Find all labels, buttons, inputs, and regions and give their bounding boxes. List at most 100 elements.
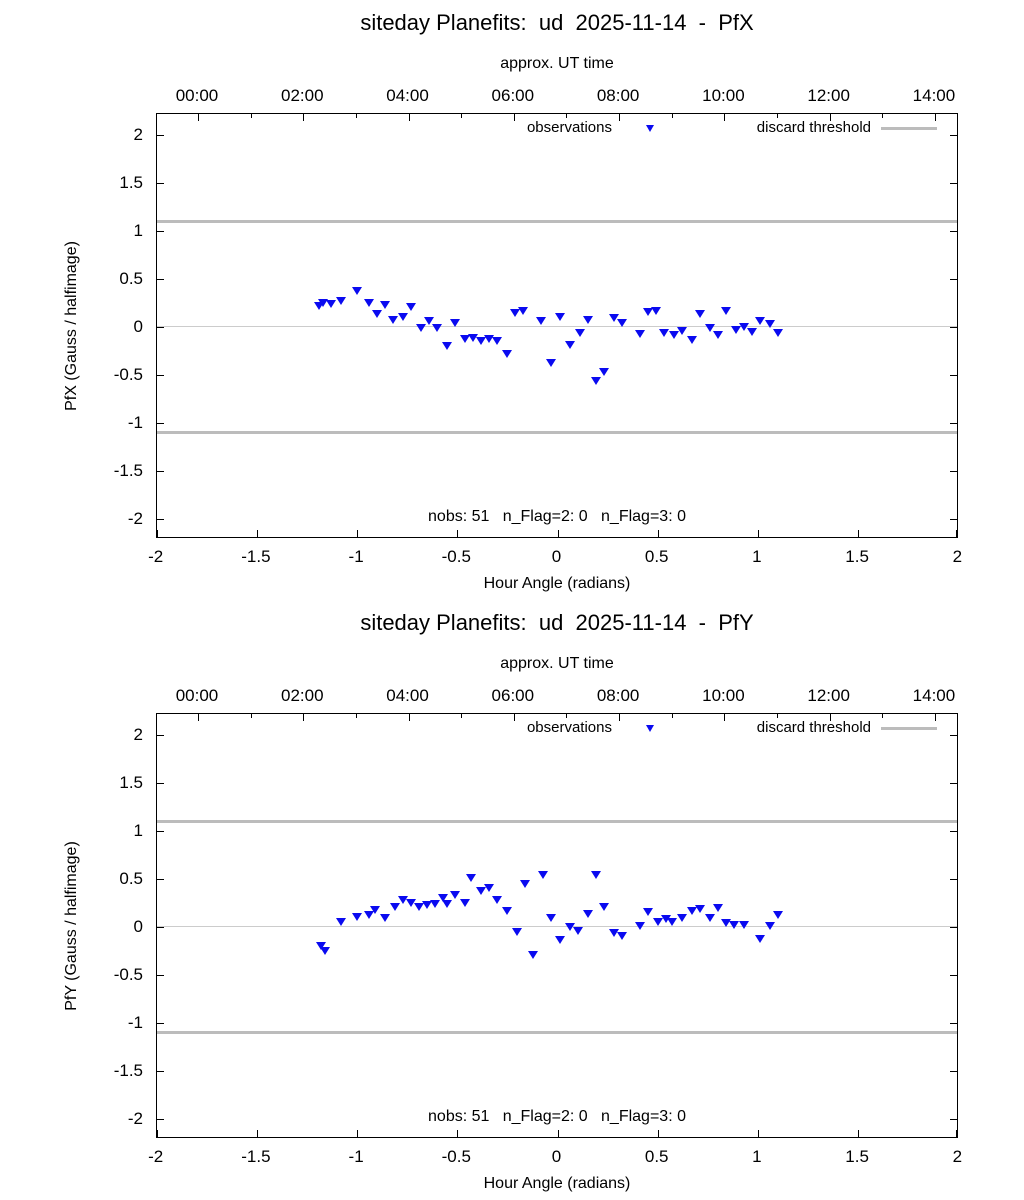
ut-tick-mark-minor [566, 114, 568, 118]
legend-observations-marker-icon [646, 125, 654, 132]
y-tick-label: -0.5 [113, 965, 143, 984]
ut-tick-label: 00:00 [175, 686, 219, 705]
observation-point [738, 921, 749, 930]
observation-point [442, 899, 453, 908]
y-axis-label: PfY (Gauss / halfimage) [63, 841, 80, 1011]
discard-threshold-line [157, 1031, 957, 1035]
observation-point [406, 899, 417, 907]
y-tick-mark-left [157, 831, 164, 832]
y-tick-label: 0.5 [119, 269, 143, 288]
observation-point [720, 306, 731, 315]
observation-point [746, 327, 757, 336]
x-tick-label: 0 [551, 1147, 562, 1166]
ut-tick-label: 06:00 [491, 86, 535, 105]
ut-tick-label: 08:00 [596, 686, 640, 705]
observation-point [372, 309, 383, 318]
observation-point [502, 906, 513, 915]
observation-point [772, 328, 783, 337]
y-tick-mark-right [950, 1119, 957, 1120]
y-tick-mark-right [950, 831, 957, 832]
y-tick-mark-right [950, 879, 957, 880]
zero-gridline [157, 326, 957, 327]
ut-tick-mark-major [724, 114, 726, 121]
observation-point [492, 896, 503, 905]
x-tick-label: -2 [148, 547, 164, 566]
ut-tick-mark-major [934, 714, 936, 721]
ut-tick-label: 10:00 [702, 86, 745, 105]
observation-point [438, 894, 449, 903]
observation-point [660, 915, 671, 924]
y-tick-mark-left [157, 279, 164, 280]
chart-title: siteday Planefits: ud 2025-11-14 - PfY [360, 610, 754, 635]
observation-point [650, 306, 661, 315]
ut-tick-label: 08:00 [596, 86, 640, 105]
y-tick-label: -0.5 [113, 365, 143, 384]
ut-tick-mark-major [303, 714, 305, 721]
observation-point [704, 914, 715, 923]
observation-point [460, 899, 471, 907]
observation-point [320, 947, 331, 955]
observation-point [546, 914, 557, 923]
observation-point [572, 926, 583, 935]
ut-tick-label: 06:00 [491, 686, 535, 705]
observation-point [460, 335, 471, 344]
observation-point [430, 899, 441, 908]
observation-point [658, 328, 669, 337]
observation-point [676, 914, 687, 923]
observation-point [352, 286, 363, 295]
x-tick-mark [757, 1130, 759, 1137]
y-tick-label: 2 [133, 725, 143, 744]
x-tick-label: -0.5 [441, 1147, 471, 1166]
observation-point [728, 921, 739, 930]
ut-tick-mark-major [829, 114, 831, 121]
observation-point [336, 918, 347, 927]
x-tick-mark [156, 1130, 158, 1137]
ut-tick-mark-major [408, 114, 410, 121]
y-tick-mark-right [950, 1071, 957, 1072]
x-tick-mark [357, 530, 359, 537]
y-tick-mark-right [950, 183, 957, 184]
observation-point [326, 299, 337, 308]
observation-point [772, 910, 783, 919]
y-tick-mark-left [157, 231, 164, 232]
ut-tick-mark-major [724, 714, 726, 721]
y-tick-label: 1.5 [119, 173, 143, 192]
y-tick-label: 1 [133, 221, 143, 240]
observation-point [414, 902, 425, 911]
ut-tick-label: 02:00 [280, 686, 324, 705]
observation-point [432, 323, 443, 332]
observation-point [686, 336, 697, 345]
observation-point [450, 891, 461, 900]
y-tick-label: -1.5 [113, 1061, 143, 1080]
y-tick-mark-left [157, 1119, 164, 1120]
y-tick-mark-right [950, 783, 957, 784]
y-axis-label: PfX (Gauss / halfimage) [63, 241, 80, 411]
observation-point [318, 299, 329, 307]
observation-point [546, 358, 557, 367]
y-tick-mark-left [157, 183, 164, 184]
ut-tick-mark-minor [777, 114, 779, 118]
x-tick-mark [457, 1130, 459, 1137]
x-tick-label: 0.5 [644, 1147, 669, 1166]
observation-point [554, 936, 565, 945]
top-axis-label: approx. UT time [500, 655, 614, 672]
observation-point [738, 323, 749, 331]
ut-tick-mark-minor [882, 714, 884, 718]
y-tick-mark-left [157, 327, 164, 328]
ut-tick-mark-major [934, 114, 936, 121]
x-tick-mark [457, 530, 459, 537]
y-tick-mark-left [157, 519, 164, 520]
legend-threshold-line-sample [881, 127, 937, 130]
y-tick-mark-left [157, 975, 164, 976]
ut-tick-mark-minor [250, 114, 252, 118]
x-tick-mark [557, 1130, 559, 1137]
x-tick-label: 1 [752, 547, 762, 566]
observation-point [536, 317, 547, 326]
observation-point [590, 376, 601, 385]
top-axis-label: approx. UT time [500, 55, 614, 72]
ut-tick-mark-major [619, 114, 621, 121]
observation-point [388, 316, 399, 325]
legend-threshold-label: discard threshold [756, 719, 871, 736]
y-tick-mark-left [157, 879, 164, 880]
ut-tick-mark-minor [461, 714, 463, 718]
